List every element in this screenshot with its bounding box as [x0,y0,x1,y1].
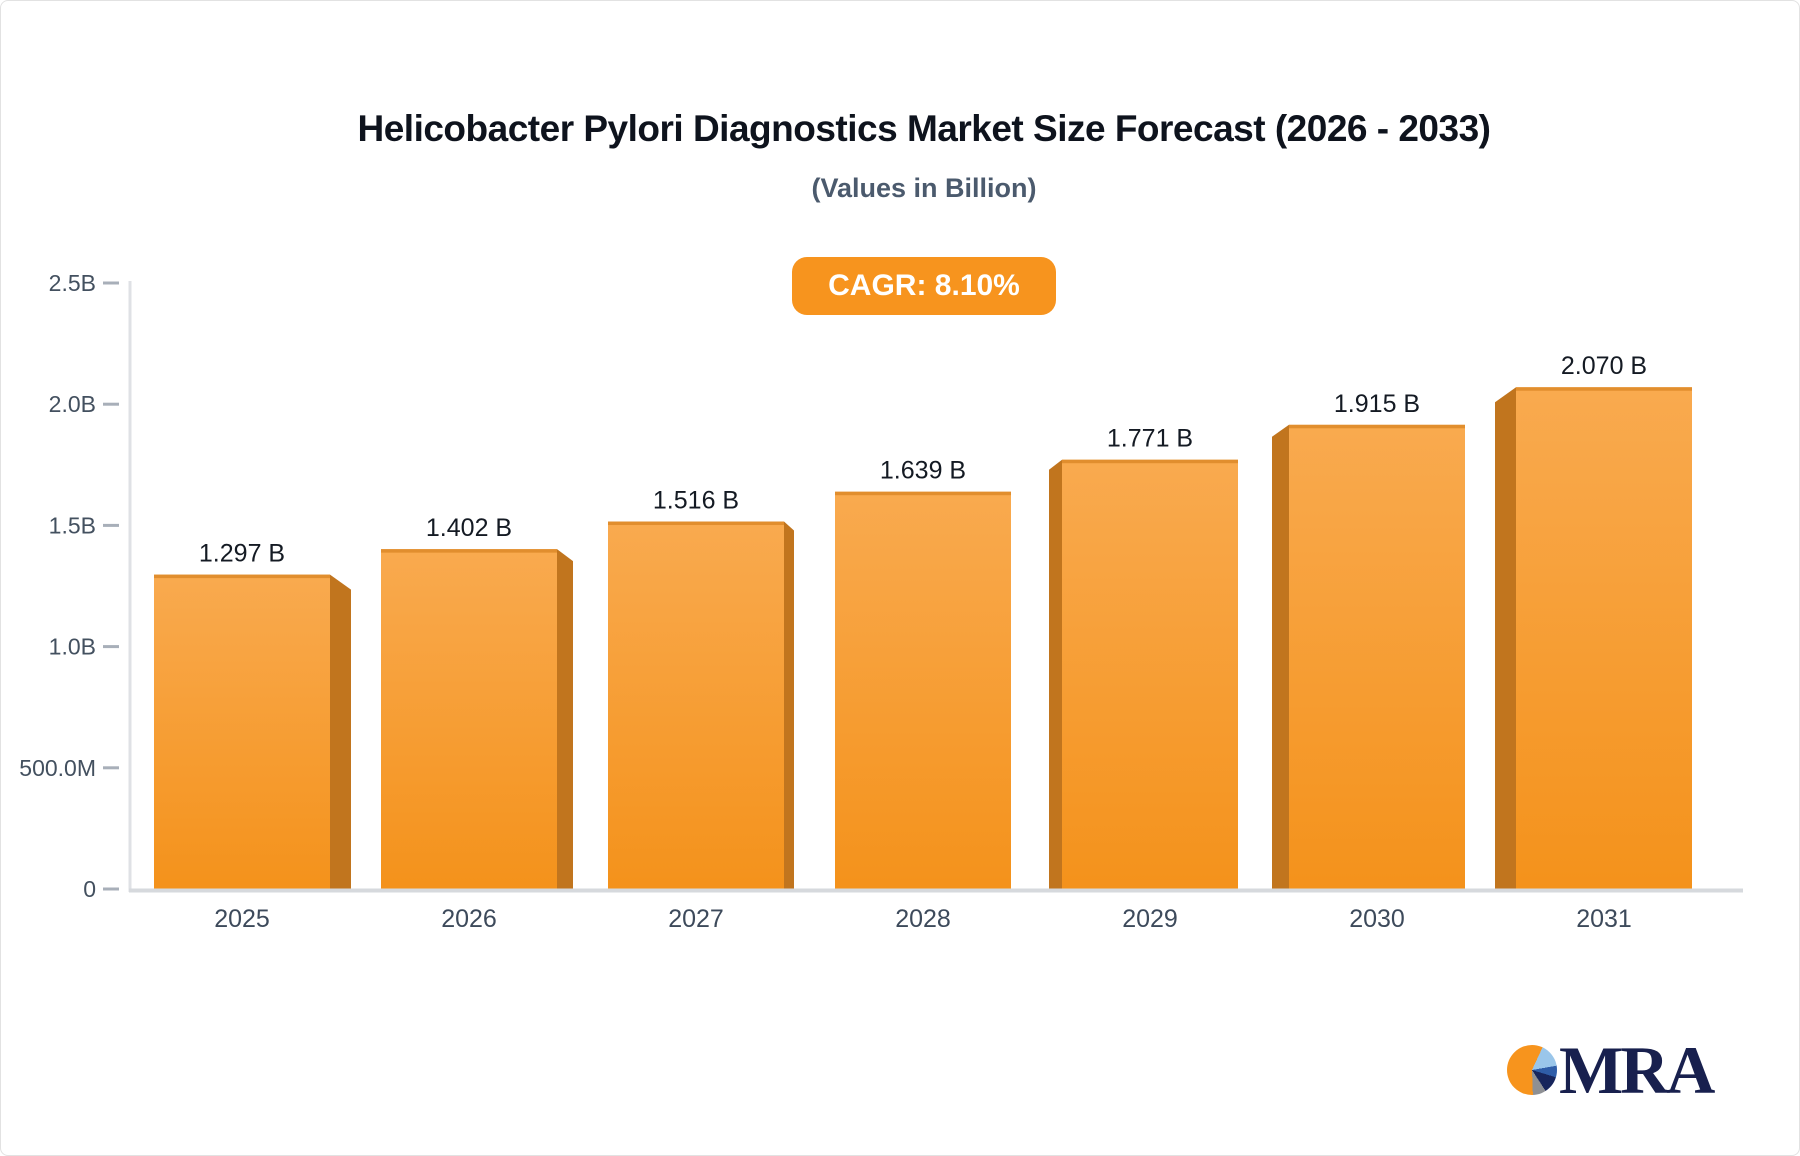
bar-side-face [1495,387,1516,889]
bar-front-face [1289,424,1465,889]
bar-side-face [784,521,794,889]
bar-top-edge [381,549,557,553]
x-tick-label: 2026 [441,905,497,933]
y-tick-label: 1.5B [49,512,96,538]
bar-top-edge [1289,424,1465,429]
bar-value-label: 2.070 B [1561,352,1647,380]
bar-value-label: 1.402 B [426,514,512,542]
chart-title: Helicobacter Pylori Diagnostics Market S… [357,108,1492,149]
y-tick-label: 1.0B [49,634,96,660]
bar-value-label: 1.771 B [1107,425,1193,453]
bar-front-face [381,549,557,889]
bar-side-face [330,574,351,889]
logo-pie-icon [1507,1045,1557,1095]
bar-side-face [1272,424,1289,889]
x-tick-label: 2030 [1349,905,1405,933]
bar-front-face [608,521,784,889]
bar-front-face [1516,387,1692,889]
y-tick-label: 500.0M [19,755,96,781]
x-tick-label: 2029 [1122,905,1178,933]
y-tick-label: 2.5B [49,270,96,296]
bar-value-label: 1.639 B [880,457,966,485]
x-tick-label: 2027 [668,905,724,933]
y-tick-label: 0 [83,876,96,902]
bar-top-edge [1516,387,1692,391]
bar-front-face [835,491,1011,889]
cagr-badge: CAGR: 8.10% [792,257,1056,315]
bar-front-face [1062,459,1238,889]
bar-value-label: 1.516 B [653,487,739,515]
y-tick-label: 2.0B [49,391,96,417]
x-tick-label: 2031 [1576,905,1632,933]
chart-subtitle: (Values in Billion) [811,173,1037,203]
bar-value-label: 1.915 B [1334,390,1420,418]
bar-side-face [1049,459,1062,889]
bar-top-edge [154,574,330,579]
logo-text: MRA [1559,1032,1715,1108]
x-tick-label: 2025 [214,905,270,933]
x-tick-label: 2028 [895,905,951,933]
bar-top-edge [835,491,1011,496]
bar-top-edge [1062,459,1238,464]
brand-logo: MRA [1507,1032,1715,1108]
bar-top-edge [608,521,784,526]
bar-front-face [154,574,330,889]
bar-side-face [557,549,573,889]
bar-value-label: 1.297 B [199,540,285,568]
